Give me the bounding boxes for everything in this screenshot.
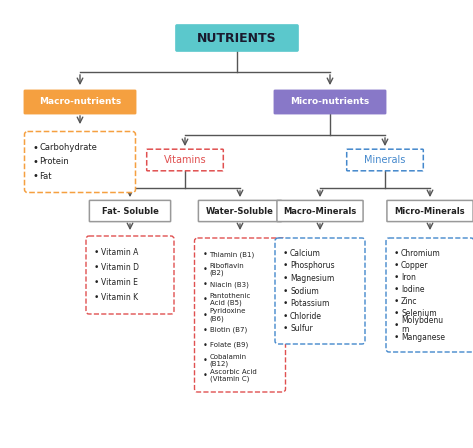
Text: •: • [202,250,207,259]
FancyBboxPatch shape [25,132,135,193]
Text: Fat: Fat [40,172,52,181]
FancyBboxPatch shape [25,90,136,114]
Text: •: • [33,157,38,167]
Text: Micro-nutrients: Micro-nutrients [290,98,369,107]
Text: Biotin (B7): Biotin (B7) [210,327,247,333]
Text: •: • [283,299,289,308]
FancyBboxPatch shape [176,25,298,51]
Text: •: • [283,261,289,270]
Text: •: • [394,320,399,329]
FancyBboxPatch shape [194,238,286,392]
Text: •: • [202,265,207,274]
Text: Molybdenu
m: Molybdenu m [401,316,443,334]
Text: Water-Soluble: Water-Soluble [206,207,274,215]
FancyBboxPatch shape [277,200,363,222]
Text: •: • [283,287,289,296]
FancyBboxPatch shape [89,200,171,222]
Text: NUTRIENTS: NUTRIENTS [197,31,277,44]
Text: Ascorbic Acid
(Vitamin C): Ascorbic Acid (Vitamin C) [210,369,256,382]
FancyBboxPatch shape [387,200,473,222]
Text: Copper: Copper [401,260,429,270]
Text: •: • [394,249,399,258]
Text: Potassium: Potassium [290,299,329,308]
Text: Sulfur: Sulfur [290,324,313,333]
Text: Magnesium: Magnesium [290,274,334,283]
Text: Macro-Minerals: Macro-Minerals [283,207,357,215]
Text: •: • [202,280,207,289]
Text: Iron: Iron [401,272,416,281]
Text: Vitamin D: Vitamin D [101,263,139,272]
Text: Sodium: Sodium [290,287,319,296]
Text: Thiamin (B1): Thiamin (B1) [210,251,255,258]
Text: •: • [202,356,207,365]
Text: Macro-nutrients: Macro-nutrients [39,98,121,107]
Text: •: • [33,142,38,153]
Text: •: • [394,309,399,318]
Text: Pantothenic
Acid (B5): Pantothenic Acid (B5) [210,293,251,306]
Text: Carbohydrate: Carbohydrate [40,143,97,152]
Text: •: • [394,284,399,293]
Text: Iodine: Iodine [401,284,424,293]
Text: Chloride: Chloride [290,312,322,321]
Text: •: • [202,310,207,319]
FancyBboxPatch shape [275,238,365,344]
Text: •: • [94,278,99,287]
Text: Pyridoxine
(B6): Pyridoxine (B6) [210,309,246,322]
Text: Selenium: Selenium [401,309,437,318]
Text: Vitamin K: Vitamin K [101,293,138,302]
Text: Manganese: Manganese [401,332,445,341]
Text: Fat- Soluble: Fat- Soluble [102,207,158,215]
Text: Phosphorus: Phosphorus [290,261,334,270]
Text: Calcium: Calcium [290,249,321,258]
Text: •: • [94,293,99,302]
Text: Protein: Protein [40,158,69,167]
Text: •: • [394,260,399,270]
Text: Cobalamin
(B12): Cobalamin (B12) [210,354,246,367]
FancyBboxPatch shape [347,149,423,171]
Text: •: • [283,312,289,321]
Text: Vitamin E: Vitamin E [101,278,138,287]
Text: •: • [94,248,99,257]
Text: Folate (B9): Folate (B9) [210,342,248,349]
Text: •: • [394,297,399,306]
Text: •: • [283,249,289,258]
Text: •: • [202,341,207,350]
Text: Vitamin A: Vitamin A [101,248,139,257]
Text: Riboflavin
(B2): Riboflavin (B2) [210,263,244,276]
Text: •: • [202,371,207,380]
Text: •: • [283,274,289,283]
Text: Minerals: Minerals [364,155,406,165]
FancyBboxPatch shape [147,149,223,171]
Text: •: • [33,171,38,181]
Text: Zinc: Zinc [401,297,418,306]
FancyBboxPatch shape [386,238,473,352]
FancyBboxPatch shape [86,236,174,314]
Text: Niacin (B3): Niacin (B3) [210,281,248,288]
Text: •: • [394,332,399,341]
Text: •: • [394,272,399,281]
Text: Vitamins: Vitamins [164,155,206,165]
Text: •: • [94,263,99,272]
Text: •: • [202,295,207,304]
Text: Micro-Minerals: Micro-Minerals [394,207,465,215]
FancyBboxPatch shape [198,200,281,222]
Text: •: • [283,324,289,333]
Text: Chromium: Chromium [401,249,441,258]
Text: •: • [202,326,207,335]
FancyBboxPatch shape [274,90,385,114]
